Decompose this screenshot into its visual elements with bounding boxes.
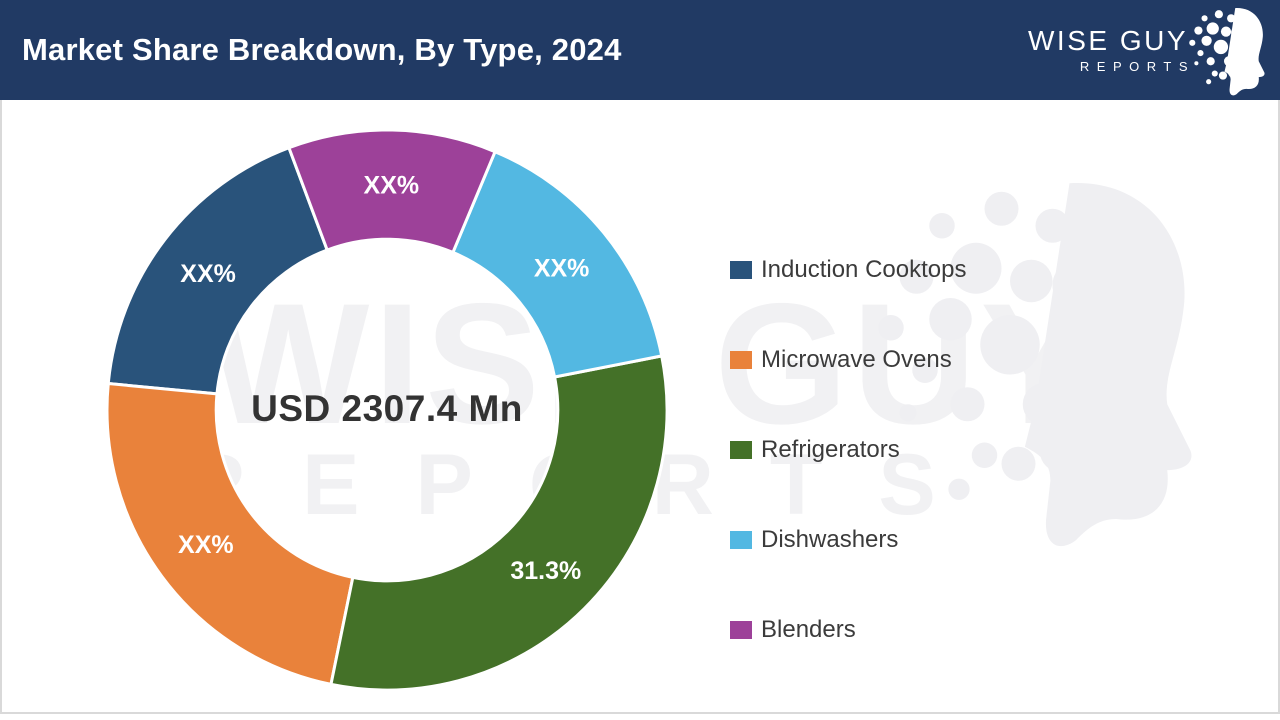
legend-item: Refrigerators: [730, 436, 966, 463]
legend-item: Blenders: [730, 616, 966, 643]
legend-item: Dishwashers: [730, 526, 966, 553]
legend-swatch: [730, 351, 752, 369]
legend-swatch: [730, 441, 752, 459]
legend-item: Induction Cooktops: [730, 256, 967, 283]
donut-center-value: USD 2307.4 Mn: [251, 388, 523, 429]
legend-label: Refrigerators: [761, 436, 900, 463]
legend: Induction Cooktops Microwave Ovens Refri…: [730, 256, 967, 708]
logo-subtitle: REPORTS: [1079, 58, 1195, 74]
slice-label: XX%: [180, 260, 236, 288]
page-title: Market Share Breakdown, By Type, 2024: [22, 32, 622, 67]
slice-label: XX%: [178, 531, 234, 559]
donut-chart: XX% XX% 31.3% XX% XX%: [105, 128, 669, 692]
legend-item: Microwave Ovens: [730, 346, 966, 373]
legend-swatch: [730, 261, 752, 279]
pie-slice-microwave-ovens: [105, 381, 355, 687]
pie-slice-dishwashers: [450, 149, 664, 379]
legend-label: Dishwashers: [761, 526, 899, 553]
pie-slice-refrigerators: [329, 354, 669, 692]
chart-area: WISE GUY REPORTS XX%XX%31.3%XX%XX% USD 2…: [0, 100, 1280, 714]
slice-label: 31.3%: [510, 557, 581, 585]
logo-text: WISE GUY REPORTS: [1027, 24, 1188, 74]
legend-label: Blenders: [761, 616, 856, 643]
pie-slice-induction-cooktops: [106, 145, 330, 396]
slice-label: XX%: [534, 254, 590, 282]
wise-guy-logo: WISE GUY REPORTS: [1028, 0, 1266, 100]
legend-label: Microwave Ovens: [761, 346, 952, 373]
header: Market Share Breakdown, By Type, 2024 WI…: [0, 0, 1280, 100]
logo-wordmark: WISE GUY: [1027, 24, 1188, 56]
pie-slice-blenders: [287, 128, 498, 255]
slice-label: XX%: [364, 172, 420, 200]
logo-head-icon: [1189, 8, 1265, 96]
legend-swatch: [730, 621, 752, 639]
legend-label: Induction Cooktops: [761, 256, 967, 283]
legend-swatch: [730, 531, 752, 549]
